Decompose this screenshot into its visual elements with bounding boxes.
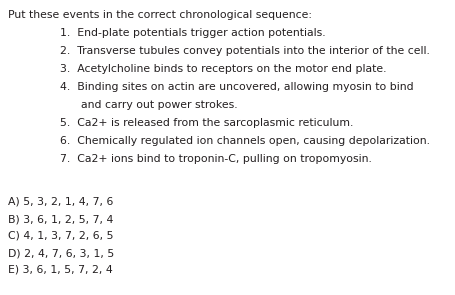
Text: 5.  Ca2+ is released from the sarcoplasmic reticulum.: 5. Ca2+ is released from the sarcoplasmi… [60, 118, 353, 128]
Text: Put these events in the correct chronological sequence:: Put these events in the correct chronolo… [8, 10, 311, 20]
Text: 2.  Transverse tubules convey potentials into the interior of the cell.: 2. Transverse tubules convey potentials … [60, 46, 429, 56]
Text: 4.  Binding sites on actin are uncovered, allowing myosin to bind: 4. Binding sites on actin are uncovered,… [60, 82, 413, 92]
Text: E) 3, 6, 1, 5, 7, 2, 4: E) 3, 6, 1, 5, 7, 2, 4 [8, 265, 112, 275]
Text: 6.  Chemically regulated ion channels open, causing depolarization.: 6. Chemically regulated ion channels ope… [60, 136, 429, 146]
Text: 1.  End-plate potentials trigger action potentials.: 1. End-plate potentials trigger action p… [60, 28, 325, 38]
Text: C) 4, 1, 3, 7, 2, 6, 5: C) 4, 1, 3, 7, 2, 6, 5 [8, 231, 113, 241]
Text: B) 3, 6, 1, 2, 5, 7, 4: B) 3, 6, 1, 2, 5, 7, 4 [8, 214, 113, 224]
Text: A) 5, 3, 2, 1, 4, 7, 6: A) 5, 3, 2, 1, 4, 7, 6 [8, 197, 113, 207]
Text: D) 2, 4, 7, 6, 3, 1, 5: D) 2, 4, 7, 6, 3, 1, 5 [8, 248, 114, 258]
Text: 7.  Ca2+ ions bind to troponin-C, pulling on tropomyosin.: 7. Ca2+ ions bind to troponin-C, pulling… [60, 154, 371, 164]
Text: 3.  Acetylcholine binds to receptors on the motor end plate.: 3. Acetylcholine binds to receptors on t… [60, 64, 386, 74]
Text: and carry out power strokes.: and carry out power strokes. [60, 100, 237, 110]
